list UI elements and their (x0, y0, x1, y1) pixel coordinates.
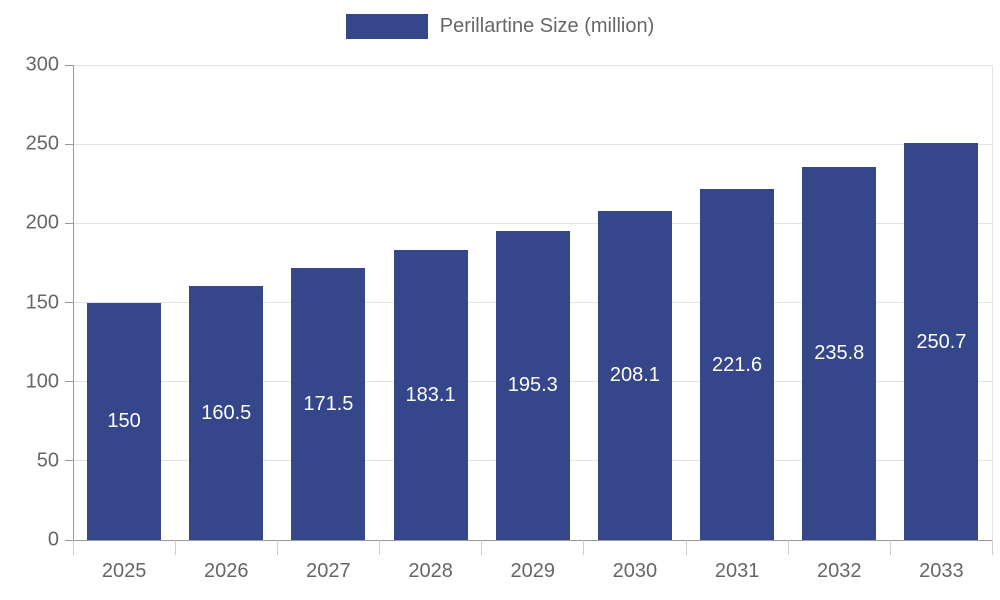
y-tick-label: 300 (25, 53, 59, 76)
bar[interactable] (291, 268, 366, 540)
legend[interactable]: Perillartine Size (million) (0, 14, 1000, 39)
y-gridline (73, 222, 993, 224)
legend-swatch-icon (345, 14, 428, 39)
x-axis-tick (481, 540, 483, 555)
bar[interactable] (393, 250, 468, 540)
bar[interactable] (802, 166, 877, 540)
x-axis-tick (685, 540, 687, 555)
x-axis-tick (276, 540, 278, 555)
x-axis-tick (787, 540, 789, 555)
x-tick-label: 2031 (714, 560, 760, 582)
y-axis-tick (65, 539, 73, 541)
x-axis-line (73, 539, 993, 541)
y-axis-line (72, 65, 74, 540)
bar[interactable] (904, 143, 979, 540)
x-tick-label: 2032 (816, 560, 862, 582)
y-gridline (73, 143, 993, 145)
bar[interactable] (87, 302, 162, 540)
x-axis-tick (72, 540, 74, 555)
y-tick-label: 250 (25, 132, 59, 155)
x-tick-label: 2028 (408, 560, 453, 582)
x-axis-tick (583, 540, 585, 555)
x-axis-tick (992, 540, 993, 555)
y-gridline (73, 64, 993, 66)
legend-label: Perillartine Size (million) (439, 15, 655, 37)
y-axis-tick (65, 143, 73, 145)
bar[interactable] (189, 285, 264, 540)
y-axis-tick (65, 222, 73, 224)
y-axis-tick (65, 302, 73, 303)
x-axis-tick (379, 540, 380, 555)
x-tick-label: 2025 (101, 560, 147, 582)
y-axis-tick (65, 381, 73, 383)
x-axis-tick (889, 540, 891, 555)
bar[interactable] (495, 230, 570, 540)
plot-right-border (992, 65, 993, 540)
y-tick-label: 0 (47, 528, 59, 551)
bar[interactable] (597, 210, 672, 540)
x-tick-label: 2030 (612, 560, 658, 582)
y-tick-label: 50 (36, 449, 59, 472)
x-tick-label: 2027 (306, 560, 351, 582)
bar[interactable] (700, 189, 775, 540)
y-tick-label: 200 (25, 211, 59, 234)
y-axis-tick (65, 460, 73, 462)
x-tick-label: 2026 (203, 560, 249, 582)
x-tick-label: 2033 (919, 560, 964, 582)
x-tick-label: 2029 (510, 560, 555, 582)
y-tick-label: 150 (25, 291, 59, 313)
y-tick-label: 100 (25, 370, 59, 393)
y-axis-tick (65, 64, 73, 66)
x-axis-tick (174, 540, 176, 555)
